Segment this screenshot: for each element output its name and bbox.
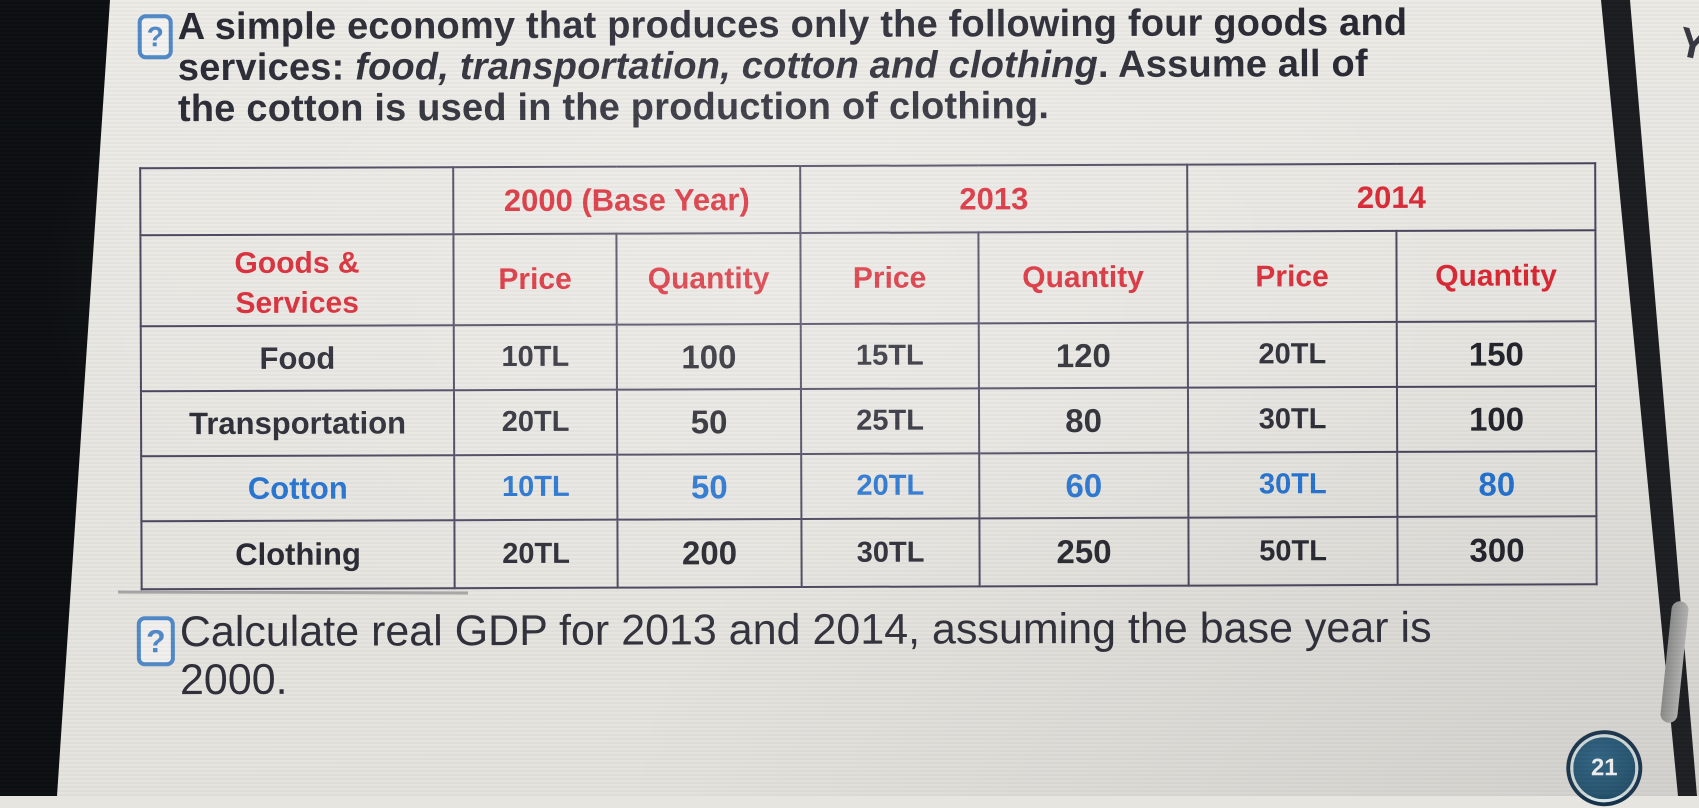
row-label: Transportation: [140, 390, 455, 457]
corner-label-line: Goods &: [234, 246, 360, 280]
title-line: the cotton is used in the production of …: [178, 84, 1598, 130]
column-header-price: Price: [800, 232, 979, 324]
column-header-quantity: Quantity: [616, 232, 801, 325]
column-header-row: Goods & Services Price Quantity Price Qu…: [140, 230, 1596, 327]
table-cell: 20TL: [801, 453, 980, 519]
table-cell: 50: [617, 453, 802, 520]
table-cell: 20TL: [454, 519, 618, 589]
title-text: . Assume all of: [1097, 43, 1368, 86]
title-line: A simple economy that produces only the …: [178, 2, 1598, 48]
table-cell: 50TL: [1188, 516, 1398, 586]
year-header-2014: 2014: [1187, 163, 1596, 232]
table-cell: 10TL: [453, 324, 617, 391]
table-row-cotton: Cotton 10TL 50 20TL 60 30TL 80: [141, 451, 1597, 522]
table-cell: 150: [1396, 321, 1596, 387]
row-label: Food: [140, 325, 454, 392]
table-cell: 20TL: [453, 389, 618, 456]
table-cell: 300: [1397, 516, 1597, 585]
title-line: services: food, transportation, cotton a…: [178, 43, 1598, 89]
table-cell: 100: [616, 323, 801, 390]
title-text-italic: food, transportation, cotton and clothin…: [355, 43, 1099, 89]
title-text: services:: [177, 46, 356, 90]
table-cell: 15TL: [800, 323, 979, 389]
year-header-2000: 2000 (Base Year): [453, 165, 801, 235]
title-text: A simple economy that produces only the …: [177, 1, 1408, 49]
question-line: 2000.: [179, 655, 288, 705]
year-header-2013: 2013: [800, 164, 1188, 233]
corner-label-line: Services: [235, 286, 359, 320]
table-row-clothing: Clothing 20TL 200 30TL 250 50TL 300: [141, 516, 1597, 590]
column-header-quantity: Quantity: [978, 231, 1188, 324]
table-cell: 80: [978, 387, 1189, 454]
row-label: Clothing: [141, 520, 455, 590]
corner-empty-cell: [140, 167, 454, 236]
table-cell: 120: [978, 322, 1188, 389]
year-header-row: 2000 (Base Year) 2013 2014: [140, 163, 1596, 236]
table-cell: 10TL: [454, 454, 618, 521]
table-cell: 60: [979, 452, 1189, 519]
table-cell: 50: [616, 388, 802, 455]
goods-services-table: 2000 (Base Year) 2013 2014 Goods & Servi…: [139, 162, 1597, 590]
table-row-food: Food 10TL 100 15TL 120 20TL 150: [140, 321, 1596, 392]
table-cell: 30TL: [1188, 451, 1398, 518]
table-cell: 250: [979, 517, 1189, 587]
question-mark-bullet-icon: ?: [137, 14, 173, 60]
table-cell: 100: [1396, 386, 1597, 452]
column-header-price: Price: [453, 233, 617, 326]
table-cell: 80: [1397, 451, 1597, 517]
question-mark-bullet-icon: ?: [136, 616, 175, 667]
question-line: Calculate real GDP for 2013 and 2014, as…: [179, 603, 1432, 657]
table-cell: 25TL: [800, 388, 980, 454]
corner-label-cell: Goods & Services: [140, 234, 454, 327]
table-cell: 30TL: [1187, 386, 1398, 453]
table-cell: 200: [617, 518, 802, 588]
page-number-badge: 21: [1570, 734, 1639, 803]
column-header-price: Price: [1187, 230, 1397, 323]
table-cell: 20TL: [1187, 321, 1397, 388]
title-text: the cotton is used in the production of …: [177, 85, 1050, 131]
question-text: Calculate real GDP for 2013 and 2014, as…: [180, 603, 1610, 704]
column-header-quantity: Quantity: [1396, 230, 1596, 322]
table-row-transportation: Transportation 20TL 50 25TL 80 30TL 100: [140, 386, 1597, 457]
table-cell: 30TL: [801, 518, 980, 587]
slide-title: A simple economy that produces only the …: [178, 2, 1598, 130]
row-label: Cotton: [141, 455, 455, 522]
